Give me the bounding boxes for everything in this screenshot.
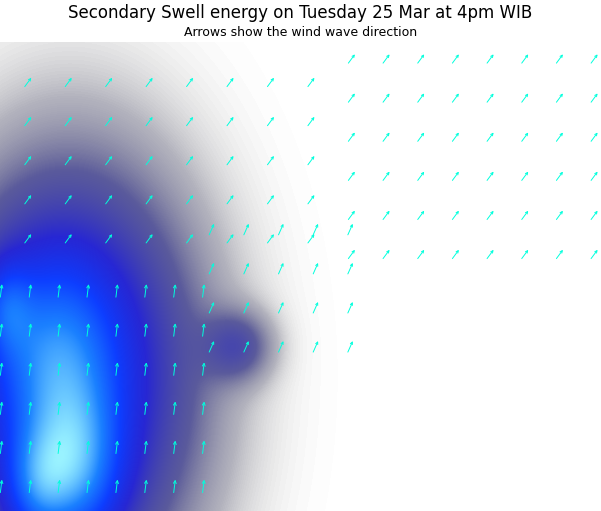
Text: Secondary Swell energy on Tuesday 25 Mar at 4pm WIB: Secondary Swell energy on Tuesday 25 Mar… xyxy=(69,5,532,22)
Text: Arrows show the wind wave direction: Arrows show the wind wave direction xyxy=(184,26,417,39)
